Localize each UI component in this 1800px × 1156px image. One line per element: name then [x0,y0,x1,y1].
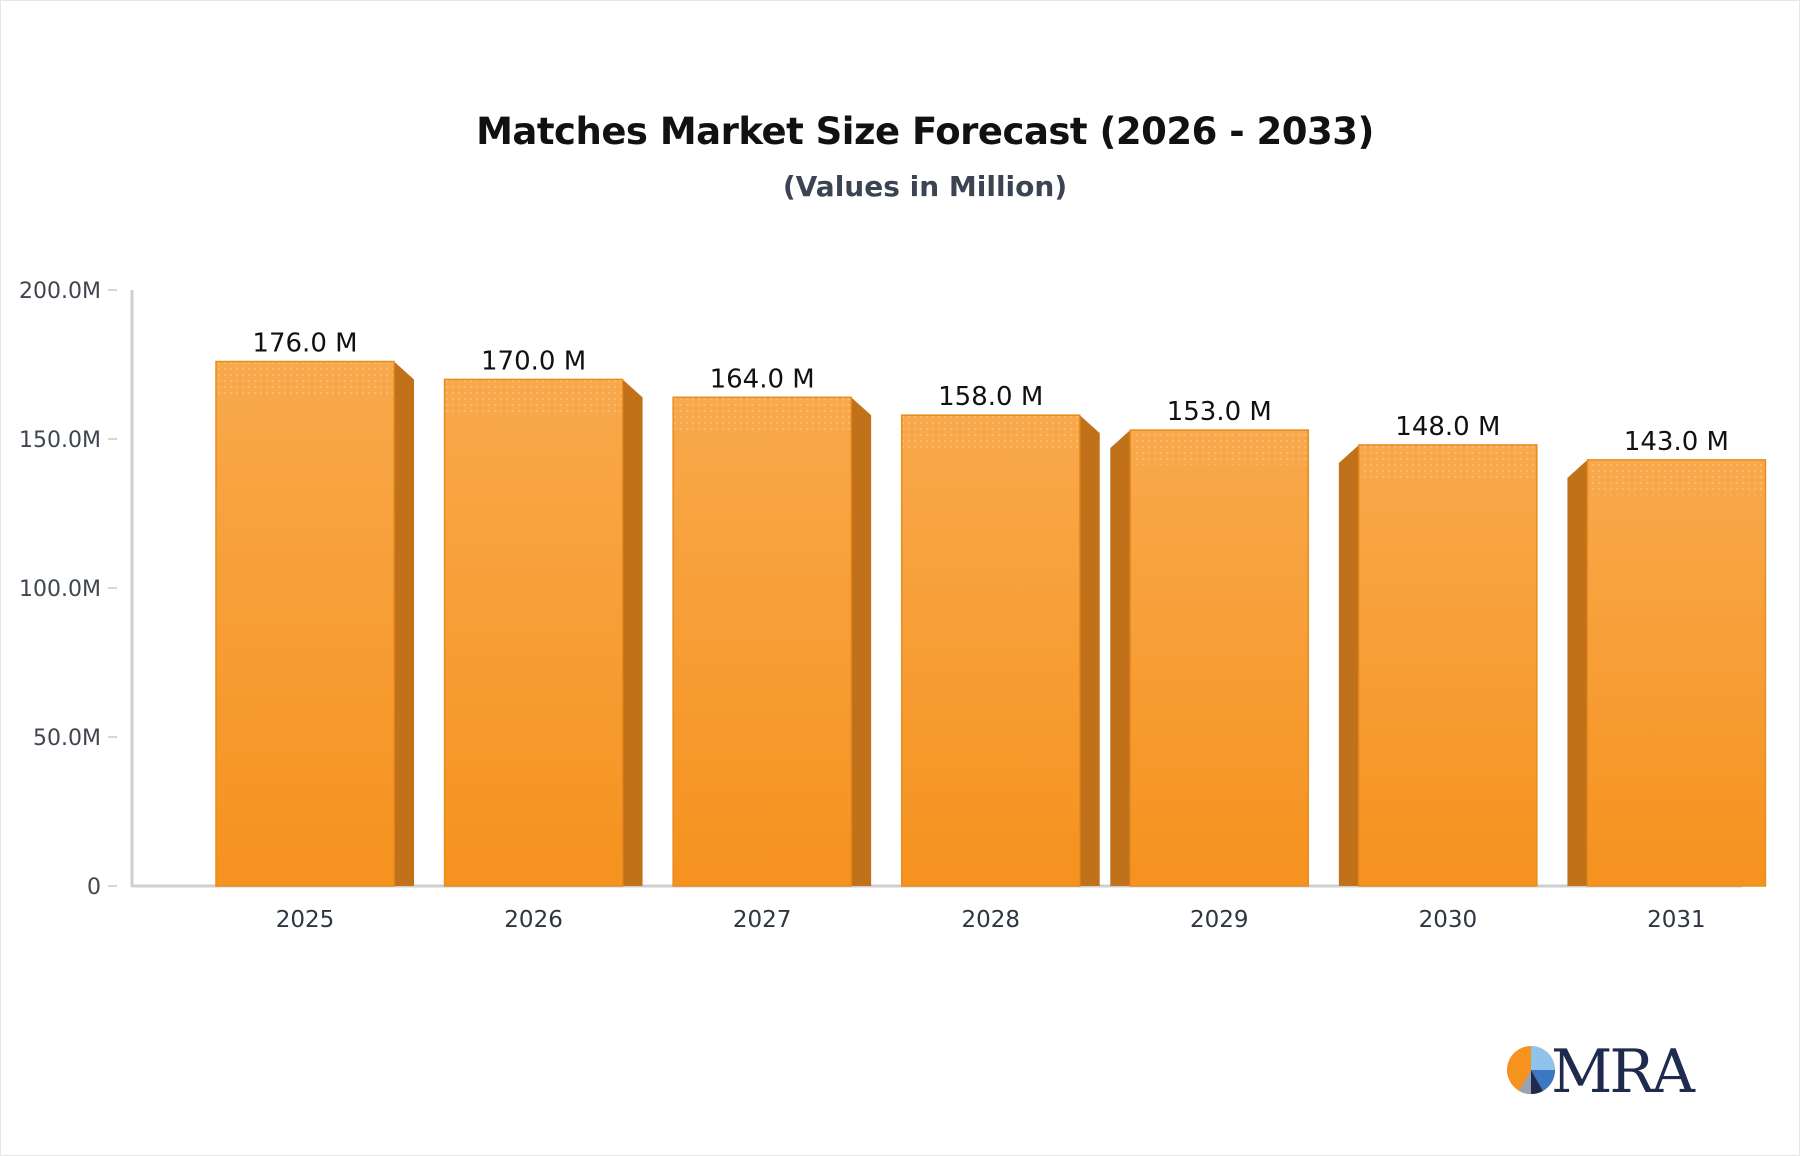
bar-face [215,360,395,887]
bar-face [1586,459,1767,887]
x-tick-label: 2025 [276,907,335,933]
y-tick-label: 0 [87,875,101,900]
bar-highlight [217,362,393,397]
bar-highlight [445,380,622,415]
logo-text: MRA [1551,1040,1696,1100]
x-tick-label: 2030 [1419,907,1478,933]
bar-highlight [1588,460,1765,495]
bar-side [1079,415,1100,886]
bar-face [900,414,1081,887]
bar-2028 [900,414,1100,887]
data-label: 153.0 M [1167,397,1272,427]
logo-mark-icon [1507,1046,1556,1095]
x-tick-label: 2026 [504,907,563,933]
bar-face [1129,429,1310,887]
bar-side [851,397,872,886]
bar-2025 [215,360,414,887]
data-label: 176.0 M [252,329,357,359]
bar-2027 [672,396,872,887]
x-tick-label: 2028 [961,907,1020,933]
bar-face [443,378,624,887]
chart-subtitle: (Values in Million) [782,170,1068,203]
x-tick-label: 2027 [733,907,792,933]
bar-side [394,361,414,886]
bar-side [622,379,643,886]
bar-side [1567,459,1588,886]
y-tick-label: 50.0M [33,726,101,751]
x-tick-label: 2029 [1190,907,1249,933]
data-label: 158.0 M [938,382,1043,412]
y-tick-label: 150.0M [19,428,101,453]
bar-face [1358,444,1538,887]
bar-2031 [1567,459,1767,887]
bar-side [1338,444,1359,886]
mra-logo: MRA [1507,1040,1699,1100]
y-tick-label: 200.0M [19,279,101,304]
bars [215,360,1767,887]
bar-2029 [1110,429,1310,887]
data-label: 170.0 M [481,346,586,376]
bar-highlight [1131,431,1308,466]
data-label: 148.0 M [1395,412,1500,442]
bar-highlight [902,416,1079,451]
bar-2030 [1338,444,1538,887]
bar-face [672,396,852,887]
labels: 176.0 M 2025 170.0 M 2026 164.0 M 2027 158.0 M… [252,329,1729,933]
bar-highlight [1359,445,1536,480]
y-tick-label: 100.0M [19,577,101,602]
bar-side [1110,430,1131,886]
data-label: 143.0 M [1624,427,1729,457]
data-label: 164.0 M [710,364,815,394]
bar-highlight [674,398,851,433]
chart-title: Matches Market Size Forecast (2026 - 203… [476,110,1374,153]
bar-2026 [443,378,643,887]
x-tick-label: 2031 [1647,907,1706,933]
